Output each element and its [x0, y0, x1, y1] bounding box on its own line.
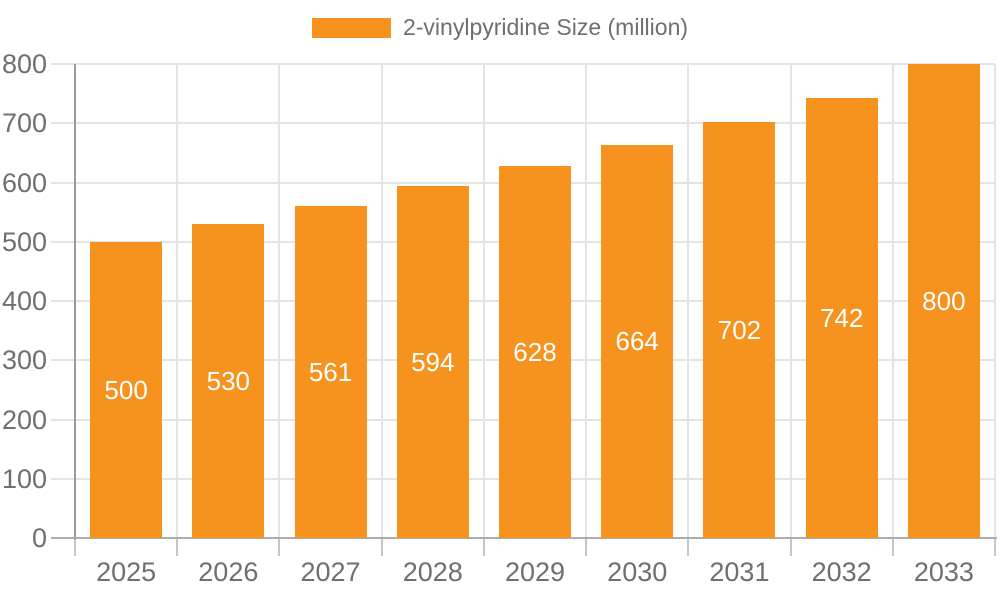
y-tick	[51, 122, 75, 125]
gridline-v	[687, 64, 690, 538]
bar-value-label: 561	[308, 356, 353, 387]
gridline-v	[891, 64, 894, 538]
gridline-v	[380, 64, 383, 538]
bar-value-label: 594	[411, 347, 455, 378]
x-tick	[687, 538, 690, 556]
x-tick-label: 2029	[504, 557, 566, 587]
y-tick-label: 300	[1, 345, 47, 376]
legend-swatch	[311, 17, 391, 38]
x-tick-label: 2027	[300, 557, 361, 587]
x-tick-label: 2031	[709, 557, 770, 587]
legend[interactable]: 2-vinylpyridine Size (million)	[0, 14, 1000, 41]
x-tick-label: 2026	[198, 557, 259, 587]
gridline-v	[585, 64, 588, 538]
x-tick	[891, 538, 894, 556]
gridline-h	[75, 63, 995, 65]
x-tick	[176, 538, 179, 556]
y-tick	[51, 418, 75, 421]
y-axis-line	[74, 64, 76, 540]
bar-value-label: 702	[717, 315, 762, 346]
y-tick	[51, 477, 75, 480]
x-tick-label: 2028	[402, 557, 463, 587]
y-tick	[51, 359, 75, 362]
y-tick-label: 500	[1, 226, 47, 257]
y-tick-label: 200	[1, 404, 47, 435]
y-tick-label: 0	[31, 523, 47, 553]
legend-label: 2-vinylpyridine Size (million)	[402, 14, 689, 40]
bar-2028[interactable]: 594	[396, 186, 469, 538]
bar-value-label: 500	[104, 374, 148, 405]
bar-2032[interactable]: 742	[805, 98, 878, 538]
y-tick	[51, 63, 75, 65]
bar-value-label: 800	[922, 286, 966, 316]
y-tick-label: 800	[1, 49, 47, 79]
bar-value-label: 742	[819, 303, 864, 334]
y-tick-label: 400	[1, 286, 47, 316]
y-tick	[51, 181, 75, 184]
bar-2033[interactable]: 800	[907, 64, 980, 538]
bar-2030[interactable]: 664	[601, 144, 674, 538]
y-tick-label: 700	[1, 108, 47, 139]
x-tick-label: 2032	[811, 557, 872, 587]
y-tick-label: 100	[1, 463, 47, 494]
x-tick	[585, 538, 588, 556]
gridline-v	[482, 64, 485, 538]
bar-2026[interactable]: 530	[192, 223, 265, 538]
x-tick	[994, 538, 996, 556]
x-tick-label: 2025	[96, 557, 157, 587]
bar-value-label: 664	[615, 326, 659, 357]
y-tick-label: 600	[1, 167, 47, 198]
x-axis-line	[51, 537, 997, 539]
bar-2025[interactable]: 500	[90, 241, 163, 538]
y-tick	[51, 300, 75, 302]
x-tick-label: 2030	[607, 557, 668, 587]
x-tick	[380, 538, 383, 556]
bar-2027[interactable]: 561	[294, 205, 367, 538]
gridline-h	[75, 122, 995, 125]
gridline-v	[789, 64, 792, 538]
bar-2031[interactable]: 702	[703, 122, 776, 538]
x-tick	[482, 538, 485, 556]
bar-value-label: 530	[206, 365, 251, 396]
x-tick	[278, 538, 281, 556]
gridline-v	[994, 64, 996, 538]
bar-value-label: 628	[513, 336, 557, 367]
gridline-v	[176, 64, 179, 538]
y-tick	[51, 240, 75, 243]
x-tick	[789, 538, 792, 556]
x-tick-label: 2033	[913, 557, 974, 587]
bar-2029[interactable]: 628	[499, 165, 571, 538]
gridline-v	[278, 64, 281, 538]
x-tick	[74, 538, 76, 556]
